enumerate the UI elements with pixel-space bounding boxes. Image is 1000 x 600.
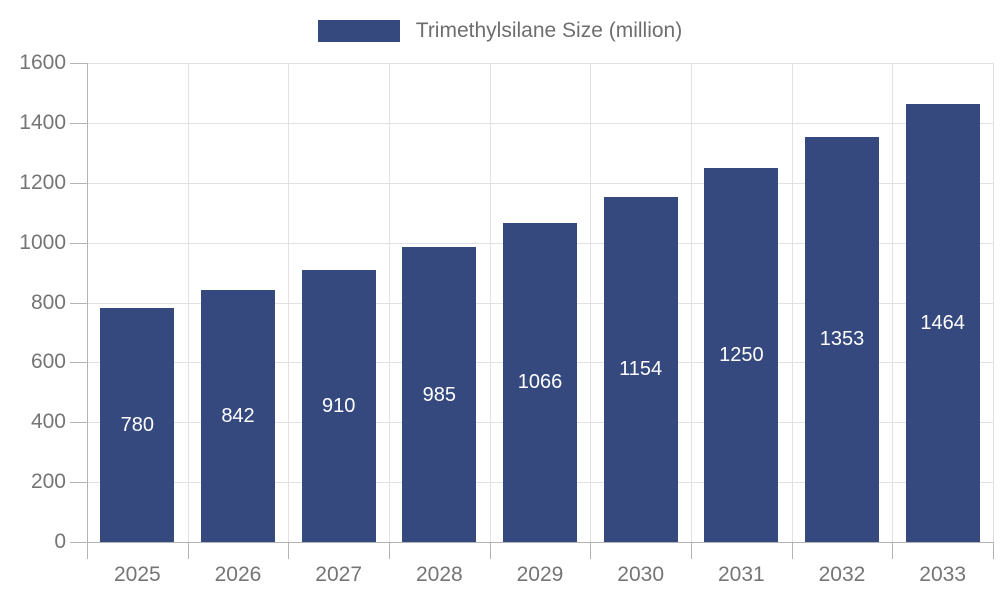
x-axis-tick-label: 2025 — [113, 563, 161, 586]
y-axis-tick-label: 0 — [54, 530, 66, 553]
x-axis-tick-label: 2026 — [214, 563, 262, 586]
y-axis-tick — [70, 542, 87, 543]
x-axis-tick-label: 2029 — [516, 563, 564, 586]
y-axis-tick-label: 1400 — [19, 110, 66, 134]
y-axis-tick — [70, 362, 87, 364]
x-axis-line — [87, 542, 993, 543]
x-axis-tick — [489, 542, 491, 559]
y-axis-tick — [70, 63, 87, 64]
y-axis-tick — [70, 182, 87, 184]
x-axis-tick — [590, 542, 592, 559]
legend[interactable]: Trimethylsilane Size (million) — [0, 16, 1000, 46]
x-gridline — [691, 63, 692, 542]
x-gridline — [791, 63, 793, 542]
bar — [905, 103, 980, 542]
x-axis-tick-label: 2032 — [818, 563, 866, 586]
x-gridline — [389, 63, 390, 542]
x-gridline — [993, 63, 994, 542]
y-axis-tick — [70, 422, 87, 424]
x-gridline — [187, 63, 189, 542]
x-axis-tick — [791, 542, 793, 559]
x-axis-tick — [691, 542, 692, 559]
y-gridline — [87, 122, 993, 124]
x-gridline — [489, 63, 491, 542]
x-axis-tick-label: 2030 — [617, 563, 665, 586]
bar — [402, 247, 477, 542]
y-gridline — [87, 63, 993, 64]
y-axis-tick-label: 800 — [30, 290, 66, 314]
x-axis-tick — [288, 542, 290, 559]
bar — [201, 289, 275, 542]
y-axis-tick-label: 400 — [30, 410, 66, 434]
legend-swatch — [317, 20, 400, 42]
y-axis-tick-label: 600 — [30, 350, 66, 374]
y-axis-tick-label: 1000 — [19, 230, 66, 254]
x-axis-tick-label: 2028 — [415, 563, 463, 586]
y-axis-tick-label: 200 — [30, 470, 66, 494]
x-axis-tick-label: 2031 — [717, 563, 765, 586]
legend-label: Trimethylsilane Size (million) — [415, 19, 683, 42]
x-gridline — [892, 63, 894, 542]
x-axis-tick-label: 2027 — [315, 563, 363, 586]
y-axis-tick — [70, 122, 87, 124]
x-axis-tick-label: 2033 — [919, 563, 967, 586]
bar — [805, 136, 879, 542]
y-axis-line — [87, 63, 88, 542]
x-axis-tick — [892, 542, 894, 559]
bar — [503, 222, 577, 542]
x-axis-tick — [993, 542, 994, 559]
x-gridline — [288, 63, 290, 542]
y-axis-tick-label: 1200 — [19, 170, 66, 194]
x-gridline — [590, 63, 592, 542]
bar — [100, 308, 175, 542]
y-axis-tick — [70, 302, 87, 304]
y-axis-tick — [70, 482, 87, 484]
bar — [603, 196, 678, 542]
y-axis-tick — [70, 242, 87, 244]
x-axis-tick — [87, 542, 88, 559]
x-axis-tick — [389, 542, 390, 559]
y-axis-tick-label: 1600 — [19, 51, 66, 74]
bar — [704, 167, 779, 542]
x-axis-tick — [187, 542, 189, 559]
bar — [301, 269, 376, 542]
